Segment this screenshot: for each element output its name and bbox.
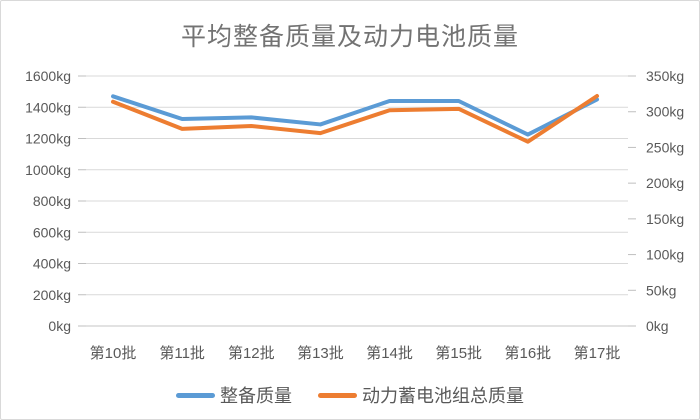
y-axis-label-left: 600kg [33, 224, 71, 240]
y-axis-label-right: 200kg [646, 175, 684, 191]
y-axis-label-left: 1200kg [25, 131, 71, 147]
chart-title: 平均整备质量及动力电池质量 [180, 23, 519, 51]
y-axis-label-right: 150kg [646, 211, 684, 227]
legend-marker-orange-line [318, 392, 357, 398]
y-axis-label-left: 0kg [48, 318, 71, 334]
legend-label-curb-weight: 整备质量 [220, 386, 292, 406]
series-line-battery-mass [111, 94, 599, 144]
x-axis-label: 第13批 [297, 344, 344, 362]
y-axis-label-left: 200kg [33, 287, 71, 303]
x-axis-label: 第14批 [366, 344, 413, 362]
y-axis-label-left: 800kg [33, 193, 71, 209]
legend-item-curb-weight: 整备质量 [176, 382, 292, 408]
x-axis-label: 第10批 [90, 344, 137, 362]
chart-plot-area: 1600kg 1400kg 1200kg 1000kg 800kg 600kg 400kg 2… [25, 68, 684, 362]
y-axis-label-left: 1400kg [25, 99, 71, 115]
x-axis-label: 第17批 [574, 344, 621, 362]
y-axis-label-right: 350kg [646, 68, 684, 84]
y-axis-label-right: 300kg [646, 104, 684, 120]
y-axis-label-right: 250kg [646, 139, 684, 155]
chart-legend: 整备质量 动力蓄电池组总质量 [1, 382, 699, 408]
legend-label-battery-mass: 动力蓄电池组总质量 [362, 386, 524, 406]
x-axis-label: 第11批 [159, 344, 205, 362]
legend-marker-blue-line [176, 392, 215, 398]
y-axis-label-left: 1600kg [25, 68, 71, 84]
series-line-curb-weight [111, 94, 599, 137]
y-axis-label-left: 1000kg [25, 162, 71, 178]
x-axis-label: 第12批 [228, 344, 275, 362]
y-axis-label-right: 100kg [646, 247, 684, 263]
y-axis-label-right: 0kg [646, 318, 669, 334]
y-axis-label-right: 50kg [646, 282, 676, 298]
x-axis-label: 第16批 [505, 344, 552, 362]
y-axis-label-left: 400kg [33, 256, 71, 272]
legend-item-battery-mass: 动力蓄电池组总质量 [318, 382, 524, 408]
x-axis-label: 第15批 [435, 344, 482, 362]
